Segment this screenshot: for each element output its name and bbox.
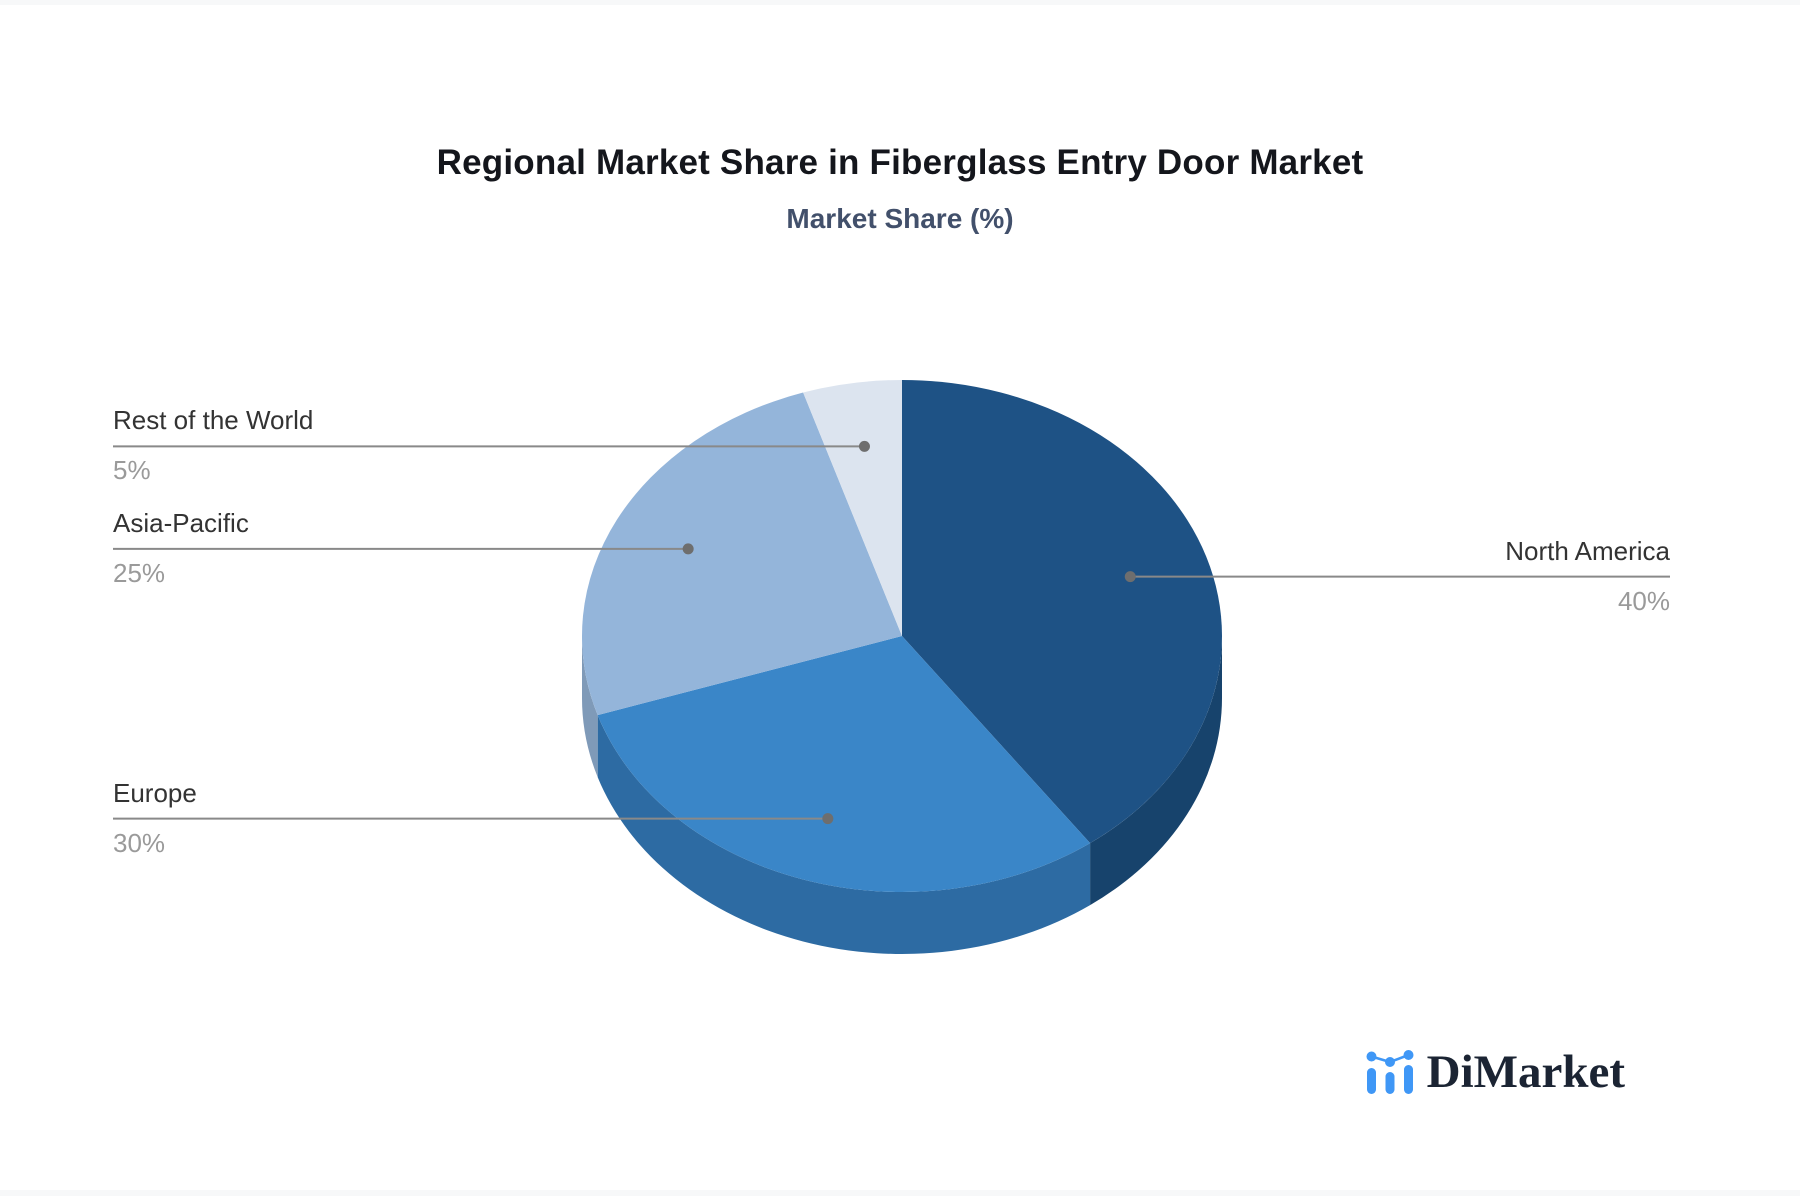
chart-title: Regional Market Share in Fiberglass Entr… xyxy=(436,143,1364,182)
chart-subtitle: Market Share (%) xyxy=(786,203,1014,234)
brand-logo-text: DiMarket xyxy=(1426,1046,1625,1098)
pie-slice-europe[interactable] xyxy=(597,636,1091,893)
slice-label-asia-pacific: Asia-Pacific xyxy=(113,507,249,538)
slice-value-asia-pacific: 25% xyxy=(113,557,166,588)
bar-chart-logo-icon xyxy=(1366,1050,1414,1094)
chart-card: Regional Market Share in Fiberglass Entr… xyxy=(0,5,1800,1190)
slice-label-north-america: North America xyxy=(1505,535,1670,566)
pie-slice-europe-side[interactable] xyxy=(597,715,1091,954)
leader-dot-rest-of-the-world xyxy=(858,440,870,452)
slice-label-rest-of-the-world: Rest of the World xyxy=(113,405,314,436)
leader-dot-north-america xyxy=(1124,571,1136,583)
slice-label-europe: Europe xyxy=(113,777,197,808)
pie-slice-asia-pacific-side[interactable] xyxy=(582,636,598,778)
pie-slice-north-america-side[interactable] xyxy=(1090,636,1222,906)
slice-value-europe: 30% xyxy=(113,827,166,858)
brand-logo: DiMarket xyxy=(1366,1047,1625,1097)
leader-dot-asia-pacific xyxy=(682,543,694,555)
slice-value-north-america: 40% xyxy=(1617,585,1670,616)
slice-value-rest-of-the-world: 5% xyxy=(113,455,151,486)
leader-dot-europe xyxy=(822,813,834,825)
pie-slice-asia-pacific[interactable] xyxy=(582,392,902,716)
pie-slice-rest-of-the-world[interactable] xyxy=(803,380,902,636)
pie-slice-north-america[interactable] xyxy=(902,380,1222,844)
